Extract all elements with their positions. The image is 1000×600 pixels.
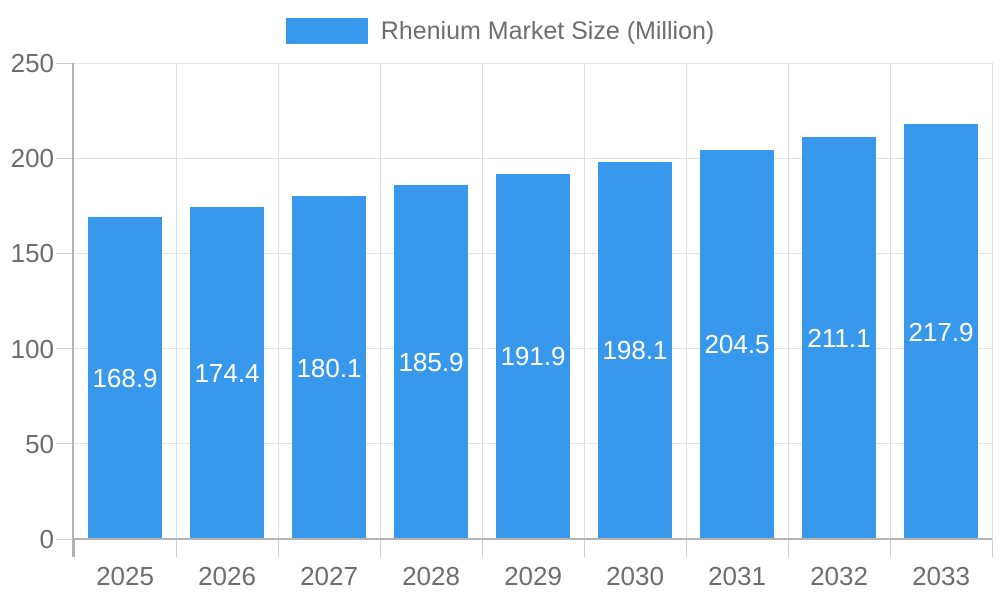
x-tick bbox=[889, 539, 891, 557]
y-tick bbox=[56, 348, 74, 350]
bar-value-label: 168.9 bbox=[92, 363, 158, 394]
bar-value-label: 211.1 bbox=[807, 323, 871, 354]
y-tick bbox=[56, 538, 74, 540]
gridline-v bbox=[277, 63, 279, 539]
bar-value-label: 185.9 bbox=[398, 347, 464, 378]
bar-value-label: 180.1 bbox=[296, 352, 362, 383]
x-tick-label: 2030 bbox=[606, 561, 664, 591]
legend-label: Rhenium Market Size (Million) bbox=[380, 17, 715, 45]
x-tick bbox=[991, 539, 993, 557]
bar[interactable] bbox=[394, 185, 468, 539]
gridline-v bbox=[175, 63, 177, 539]
y-tick-label: 100 bbox=[10, 333, 54, 364]
x-tick bbox=[73, 539, 75, 557]
bar-value-label: 204.5 bbox=[704, 329, 770, 360]
x-tick-label: 2028 bbox=[402, 561, 460, 591]
y-tick-label: 250 bbox=[10, 48, 54, 78]
bar[interactable] bbox=[190, 206, 264, 539]
gridline-v bbox=[991, 63, 993, 539]
x-tick bbox=[379, 539, 381, 557]
x-tick-label: 2032 bbox=[810, 561, 868, 591]
gridline-v bbox=[889, 63, 891, 539]
bar-value-label: 174.4 bbox=[194, 357, 260, 388]
x-tick bbox=[787, 539, 789, 557]
x-tick-label: 2029 bbox=[504, 561, 562, 591]
x-tick bbox=[277, 539, 279, 557]
x-axis-line bbox=[72, 538, 992, 540]
y-axis-line bbox=[72, 63, 74, 557]
x-tick-label: 2031 bbox=[708, 561, 766, 591]
y-tick-label: 50 bbox=[25, 428, 54, 459]
x-tick-label: 2026 bbox=[198, 561, 256, 591]
bar[interactable] bbox=[904, 124, 978, 539]
bar-value-label: 198.1 bbox=[602, 335, 668, 366]
gridline-v bbox=[379, 63, 381, 539]
bar[interactable] bbox=[802, 137, 876, 539]
x-tick-label: 2033 bbox=[912, 561, 970, 591]
bar-value-label: 217.9 bbox=[908, 316, 974, 347]
x-tick bbox=[685, 539, 687, 557]
x-tick bbox=[583, 539, 585, 557]
legend[interactable]: Rhenium Market Size (Million) bbox=[0, 17, 1000, 45]
x-tick bbox=[175, 539, 177, 557]
gridline-v bbox=[481, 63, 483, 539]
y-tick bbox=[56, 443, 74, 445]
y-tick bbox=[56, 157, 74, 159]
bar-value-label: 191.9 bbox=[500, 341, 566, 372]
x-tick bbox=[481, 539, 483, 557]
bar[interactable] bbox=[598, 161, 672, 539]
bar[interactable] bbox=[700, 149, 774, 539]
x-tick-label: 2027 bbox=[300, 561, 358, 591]
gridline-h bbox=[74, 157, 992, 159]
x-tick-label: 2025 bbox=[96, 561, 154, 591]
gridline-v bbox=[583, 63, 585, 539]
gridline-h bbox=[74, 62, 992, 64]
y-tick-label: 200 bbox=[10, 143, 54, 174]
y-tick bbox=[56, 252, 74, 254]
gridline-v bbox=[685, 63, 687, 539]
bar[interactable] bbox=[292, 196, 366, 539]
y-tick-label: 0 bbox=[39, 524, 54, 554]
bar[interactable] bbox=[496, 173, 570, 539]
bar[interactable] bbox=[88, 217, 162, 539]
legend-swatch bbox=[285, 18, 368, 44]
gridline-v bbox=[787, 63, 789, 539]
y-tick-label: 150 bbox=[10, 238, 54, 269]
y-tick bbox=[56, 62, 74, 64]
